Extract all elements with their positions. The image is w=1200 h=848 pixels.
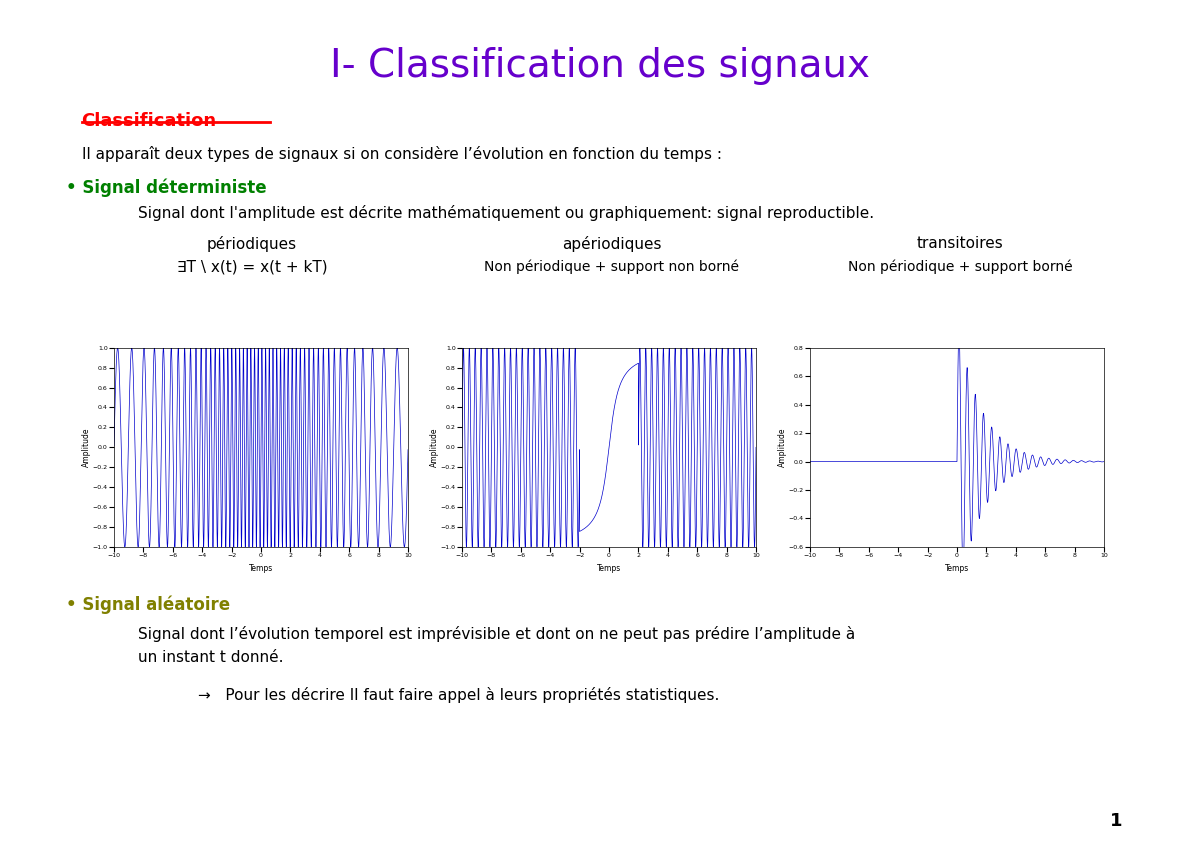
- Text: Il apparaît deux types de signaux si on considère l’évolution en fonction du tem: Il apparaît deux types de signaux si on …: [82, 146, 721, 162]
- Text: →   Pour les décrire Il faut faire appel à leurs propriétés statistiques.: → Pour les décrire Il faut faire appel à…: [198, 687, 719, 703]
- Text: 1: 1: [1110, 812, 1122, 830]
- Text: apériodiques: apériodiques: [563, 236, 661, 252]
- Text: Non périodique + support borné: Non périodique + support borné: [847, 259, 1073, 274]
- Text: périodiques: périodiques: [206, 236, 298, 252]
- Text: • Signal aléatoire: • Signal aléatoire: [66, 595, 230, 614]
- Text: Signal dont l’évolution temporel est imprévisible et dont on ne peut pas prédire: Signal dont l’évolution temporel est imp…: [138, 626, 856, 642]
- Text: • Signal déterministe: • Signal déterministe: [66, 178, 266, 197]
- Text: I- Classification des signaux: I- Classification des signaux: [330, 47, 870, 85]
- Y-axis label: Amplitude: Amplitude: [779, 427, 787, 467]
- X-axis label: Temps: Temps: [596, 564, 622, 572]
- Text: transitoires: transitoires: [917, 236, 1003, 251]
- Y-axis label: Amplitude: Amplitude: [83, 427, 91, 467]
- Text: un instant t donné.: un instant t donné.: [138, 650, 283, 665]
- X-axis label: Temps: Temps: [248, 564, 274, 572]
- Text: ∃T \ x(t) = x(t + kT): ∃T \ x(t) = x(t + kT): [176, 259, 328, 275]
- Y-axis label: Amplitude: Amplitude: [431, 427, 439, 467]
- Text: Classification: Classification: [82, 112, 217, 130]
- X-axis label: Temps: Temps: [944, 564, 970, 572]
- Text: Non périodique + support non borné: Non périodique + support non borné: [485, 259, 739, 274]
- Text: Signal dont l'amplitude est décrite mathématiquement ou graphiquement: signal re: Signal dont l'amplitude est décrite math…: [138, 205, 874, 221]
